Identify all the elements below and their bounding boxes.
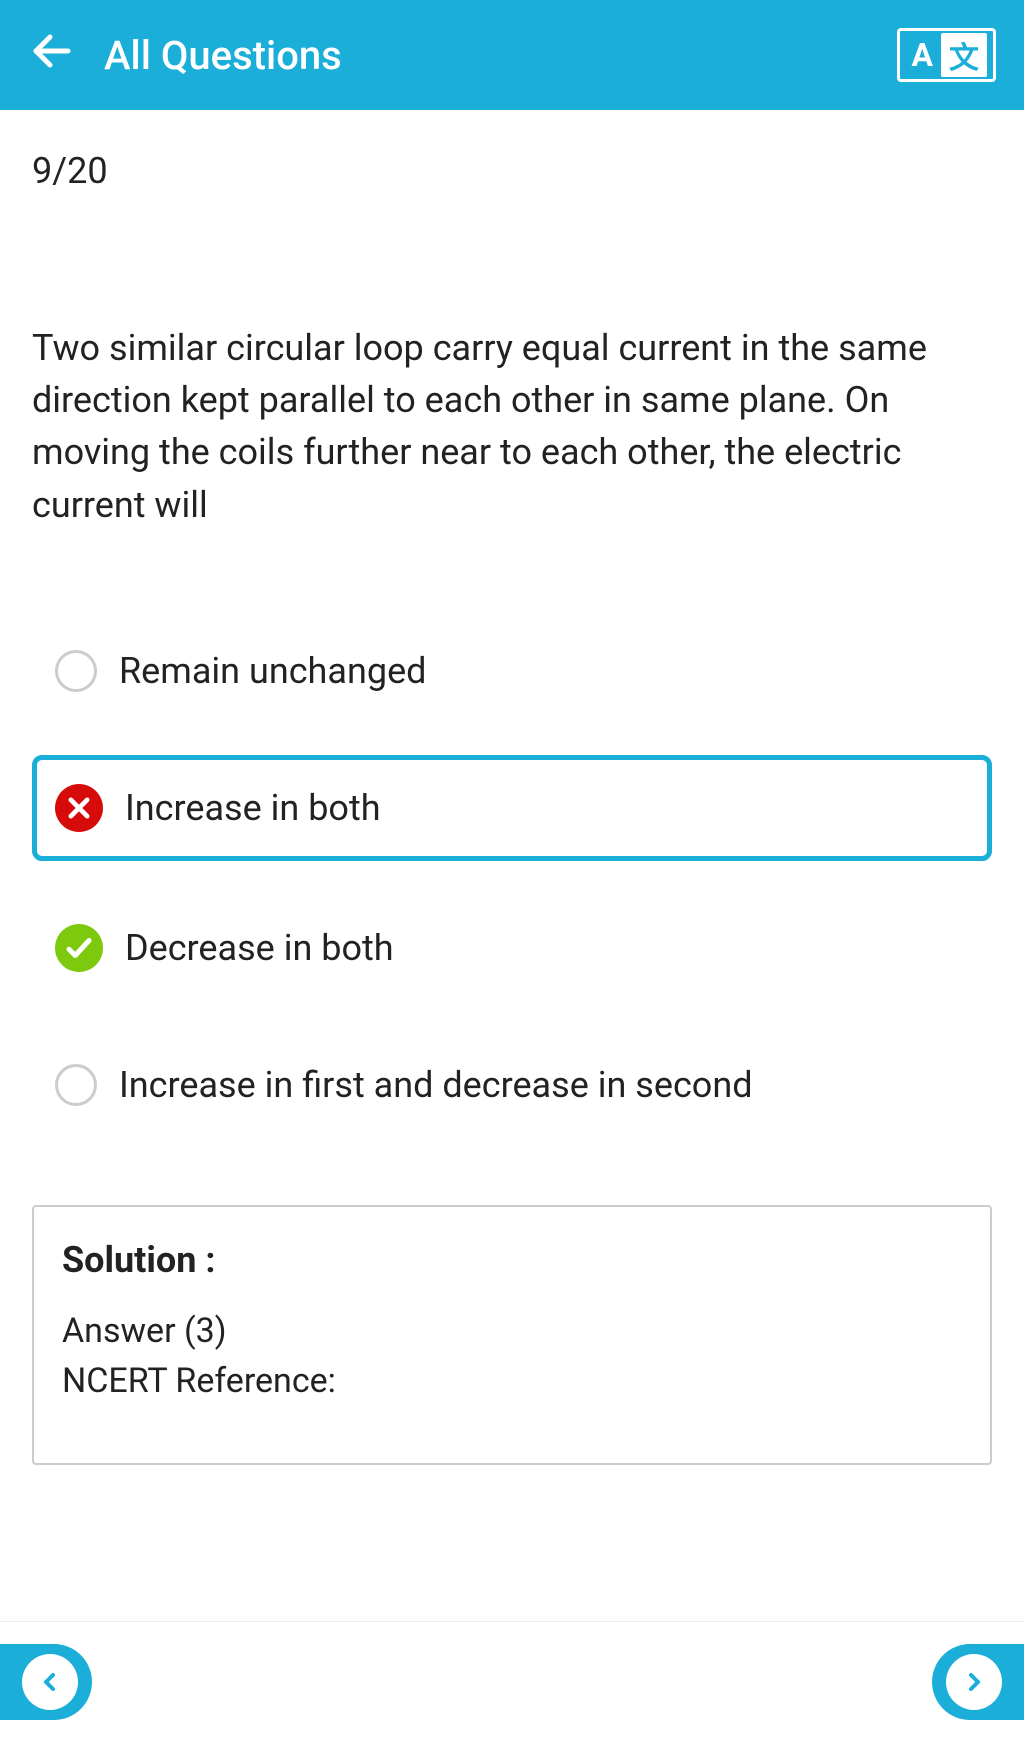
solution-box: Solution : Answer (3) NCERT Reference: [32,1205,992,1465]
solution-reference: NCERT Reference: [62,1361,962,1401]
back-arrow-icon[interactable] [28,27,76,83]
solution-title: Solution : [62,1239,962,1281]
option-label: Increase in both [125,787,381,829]
radio-empty-icon [55,650,97,692]
footer-nav [0,1621,1024,1751]
app-header: All Questions A 文 [0,0,1024,110]
next-button[interactable] [932,1644,1024,1720]
radio-empty-icon [55,1064,97,1106]
option-1[interactable]: Remain unchanged [32,621,992,721]
wrong-icon [55,784,103,832]
option-label: Remain unchanged [119,650,426,692]
option-label: Decrease in both [125,927,394,969]
header-left: All Questions [28,27,342,83]
solution-answer: Answer (3) [62,1311,962,1351]
option-2[interactable]: Increase in both [32,755,992,861]
question-text: Two similar circular loop carry equal cu… [32,322,992,531]
page-title: All Questions [104,32,342,79]
translate-button[interactable]: A 文 [897,28,997,82]
option-3[interactable]: Decrease in both [32,895,992,1001]
prev-button[interactable] [0,1644,92,1720]
chevron-right-icon [946,1654,1002,1710]
solution-cutoff-text [62,1411,962,1435]
option-label: Increase in first and decrease in second [119,1064,753,1106]
correct-icon [55,924,103,972]
option-4[interactable]: Increase in first and decrease in second [32,1035,992,1135]
chevron-left-icon [22,1654,78,1710]
question-counter: 9/20 [32,150,992,192]
main-content: 9/20 Two similar circular loop carry equ… [0,110,1024,1465]
translate-a-icon: A [906,36,940,74]
translate-x-icon: 文 [941,33,987,77]
